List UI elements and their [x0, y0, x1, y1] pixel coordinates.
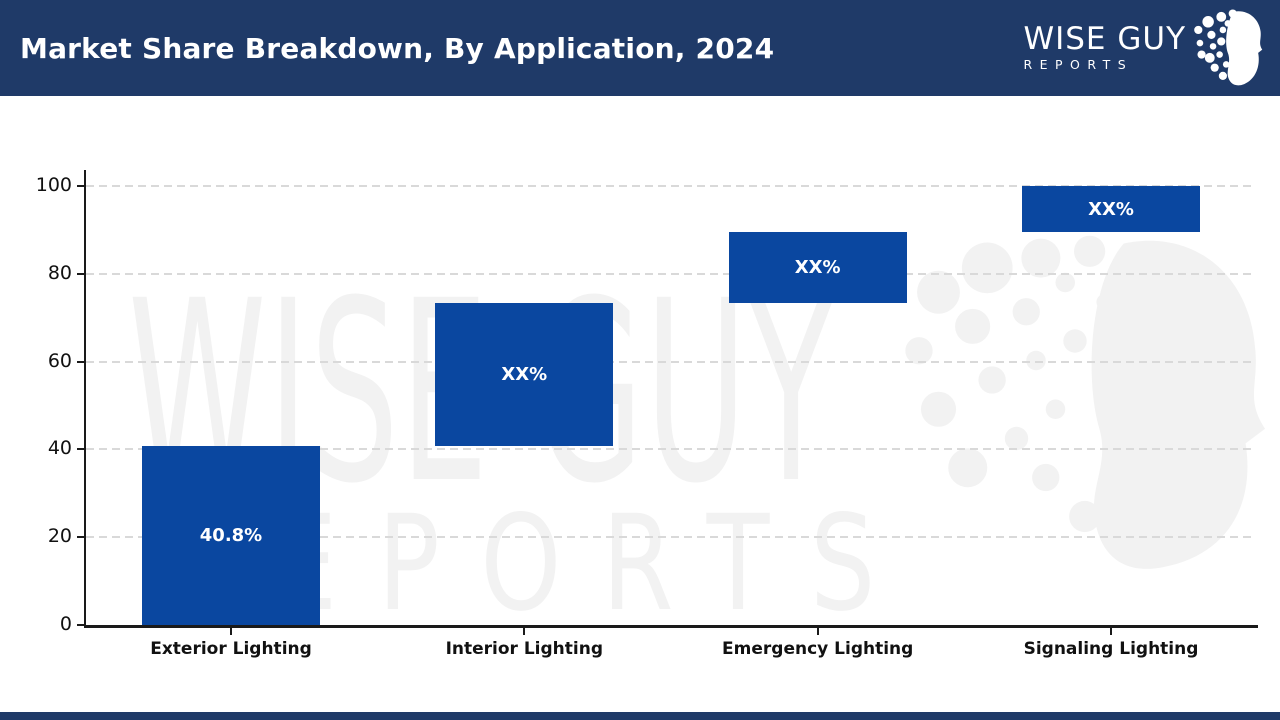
x-tick-1: [523, 628, 526, 635]
x-tick-0: [230, 628, 232, 635]
y-tick-60: [77, 360, 84, 363]
y-tick-label-60: 60: [47, 349, 72, 372]
y-axis-line: [84, 170, 86, 627]
watermark-head-icon: [905, 235, 1266, 569]
y-tick-80: [77, 272, 84, 275]
logo-wordmark: WISE GUY: [1023, 21, 1186, 58]
bar-exterior-lighting: 40.8%: [142, 445, 320, 625]
x-axis-line: [84, 625, 1258, 628]
header-banner: Market Share Breakdown, By Application, …: [0, 0, 1280, 96]
y-tick-40: [77, 448, 84, 451]
y-tick-label-0: 0: [59, 613, 72, 635]
y-tick-label-20: 20: [47, 525, 72, 548]
wiseguy-logo: WISE GUY REPORTS: [1023, 7, 1264, 89]
bar-signaling-lighting: XX%: [1022, 186, 1200, 233]
y-tick-20: [77, 536, 84, 539]
logo-text: WISE GUY REPORTS: [1023, 24, 1186, 72]
gridline-80: [86, 272, 1256, 275]
x-tick-2: [816, 628, 819, 635]
y-tick-label-80: 80: [47, 261, 72, 284]
gridline-20: [86, 536, 1256, 539]
footer-bar: [0, 712, 1280, 720]
y-tick-100: [77, 185, 84, 187]
page-title: Market Share Breakdown, By Application, …: [20, 31, 775, 65]
bar-value-label: XX%: [794, 257, 841, 279]
bar-value-label: 40.8%: [199, 524, 263, 546]
x-category-label: Emergency Lighting: [722, 639, 914, 659]
y-tick-label-100: 100: [35, 174, 72, 196]
bar-emergency-lighting: XX%: [728, 232, 907, 304]
x-category-label: Exterior Lighting: [150, 639, 312, 659]
logo-subtext: REPORTS: [1023, 57, 1134, 73]
gridline-60: [86, 360, 1256, 363]
x-category-label: Signaling Lighting: [1023, 639, 1199, 659]
bar-interior-lighting: XX%: [435, 303, 614, 446]
gridline-40: [86, 448, 1256, 451]
y-tick-0: [77, 624, 84, 626]
bar-value-label: XX%: [501, 364, 548, 386]
x-category-label: Interior Lighting: [445, 639, 604, 659]
y-tick-label-40: 40: [47, 437, 72, 460]
gridline-100: [86, 185, 1256, 187]
bar-value-label: XX%: [1088, 198, 1134, 220]
x-tick-3: [1110, 628, 1112, 635]
wiseguy-head-icon: [1194, 9, 1263, 86]
